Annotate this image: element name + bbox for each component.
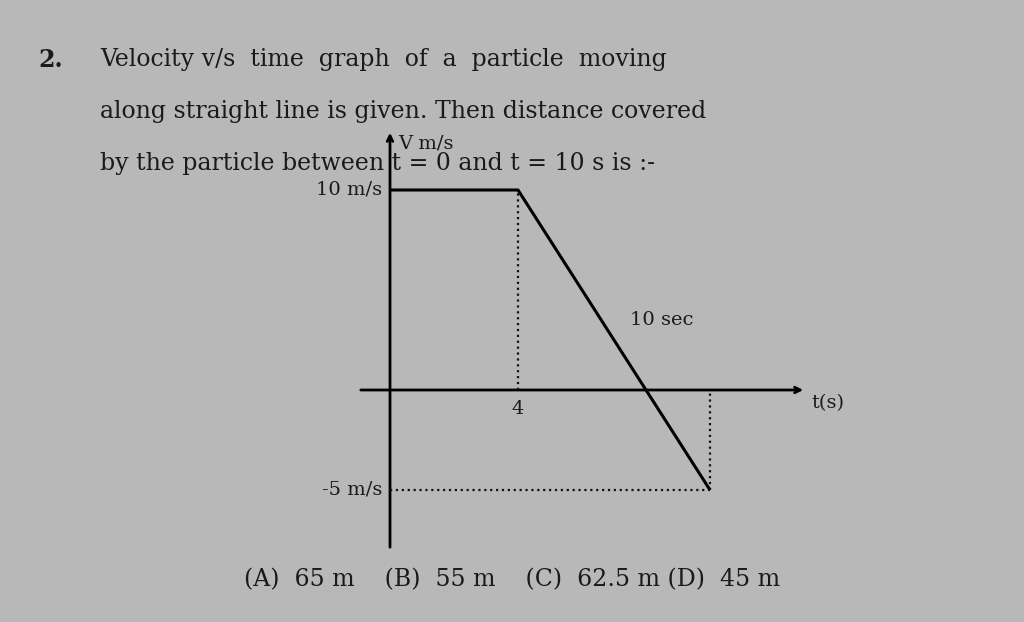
Text: V m/s: V m/s — [398, 135, 454, 153]
Text: along straight line is given. Then distance covered: along straight line is given. Then dista… — [100, 100, 707, 123]
Text: 10 sec: 10 sec — [630, 311, 693, 329]
Text: (A)  65 m    (B)  55 m    (C)  62.5 m (D)  45 m: (A) 65 m (B) 55 m (C) 62.5 m (D) 45 m — [244, 569, 780, 592]
Text: by the particle between t = 0 and t = 10 s is :-: by the particle between t = 0 and t = 10… — [100, 152, 655, 175]
Text: Velocity v/s  time  graph  of  a  particle  moving: Velocity v/s time graph of a particle mo… — [100, 48, 667, 71]
Text: 2.: 2. — [38, 48, 62, 72]
Text: -5 m/s: -5 m/s — [322, 481, 382, 499]
Text: 10 m/s: 10 m/s — [315, 181, 382, 199]
Text: t(s): t(s) — [811, 394, 844, 412]
Text: 4: 4 — [512, 400, 524, 418]
